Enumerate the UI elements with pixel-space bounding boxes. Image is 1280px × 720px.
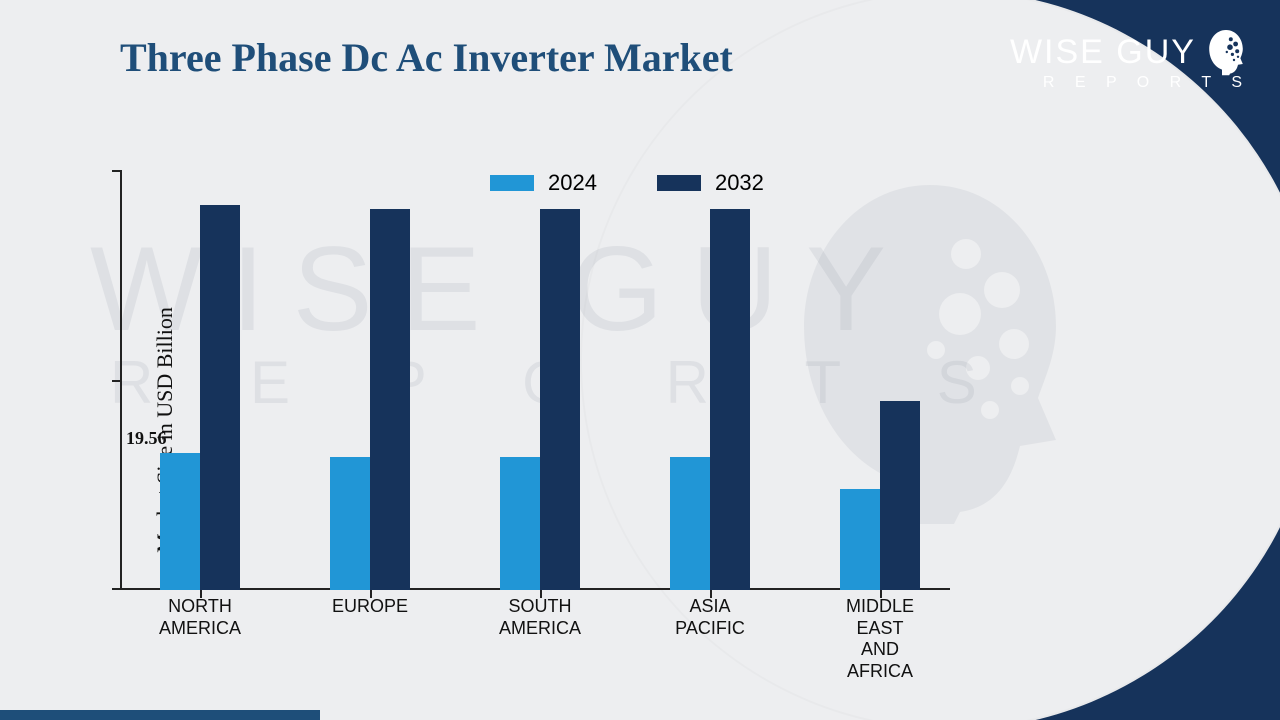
bar-2024 xyxy=(160,453,200,590)
bar-2024 xyxy=(500,457,540,590)
category-label: SOUTHAMERICA xyxy=(470,596,610,639)
y-axis-line xyxy=(120,170,122,590)
brand-line2: R E P O R T S xyxy=(1010,74,1250,92)
bar-2024 xyxy=(840,489,880,591)
bar-2032 xyxy=(540,209,580,591)
brand-line1: WISE GUY xyxy=(1010,33,1196,72)
category-label: MIDDLEEASTANDAFRICA xyxy=(810,596,950,682)
category-label: EUROPE xyxy=(300,596,440,618)
category-label: NORTHAMERICA xyxy=(130,596,270,639)
bar-2024 xyxy=(330,457,370,590)
brand-logo: WISE GUY R E P O R T S xyxy=(1010,28,1250,92)
y-tick xyxy=(112,380,120,382)
brand-head-icon xyxy=(1202,28,1250,76)
category-label: ASIAPACIFIC xyxy=(640,596,780,639)
bar-2032 xyxy=(370,209,410,591)
y-tick xyxy=(112,170,120,172)
bar-2032 xyxy=(710,209,750,591)
bar-2032 xyxy=(200,205,240,590)
plot-area: NORTHAMERICA19.56EUROPESOUTHAMERICAASIAP… xyxy=(120,170,950,590)
bar-2032 xyxy=(880,401,920,590)
infographic-stage: WISE GUY R E P O R T S WISE GUY R E P O … xyxy=(0,0,1280,720)
bar-2024 xyxy=(670,457,710,590)
value-label: 19.56 xyxy=(126,428,167,449)
bottom-accent-bar xyxy=(0,710,320,720)
chart-title: Three Phase Dc Ac Inverter Market xyxy=(120,34,733,81)
bar-chart: Market Size in USD Billion 2024 2032 NOR… xyxy=(60,170,950,690)
y-tick xyxy=(112,588,120,590)
